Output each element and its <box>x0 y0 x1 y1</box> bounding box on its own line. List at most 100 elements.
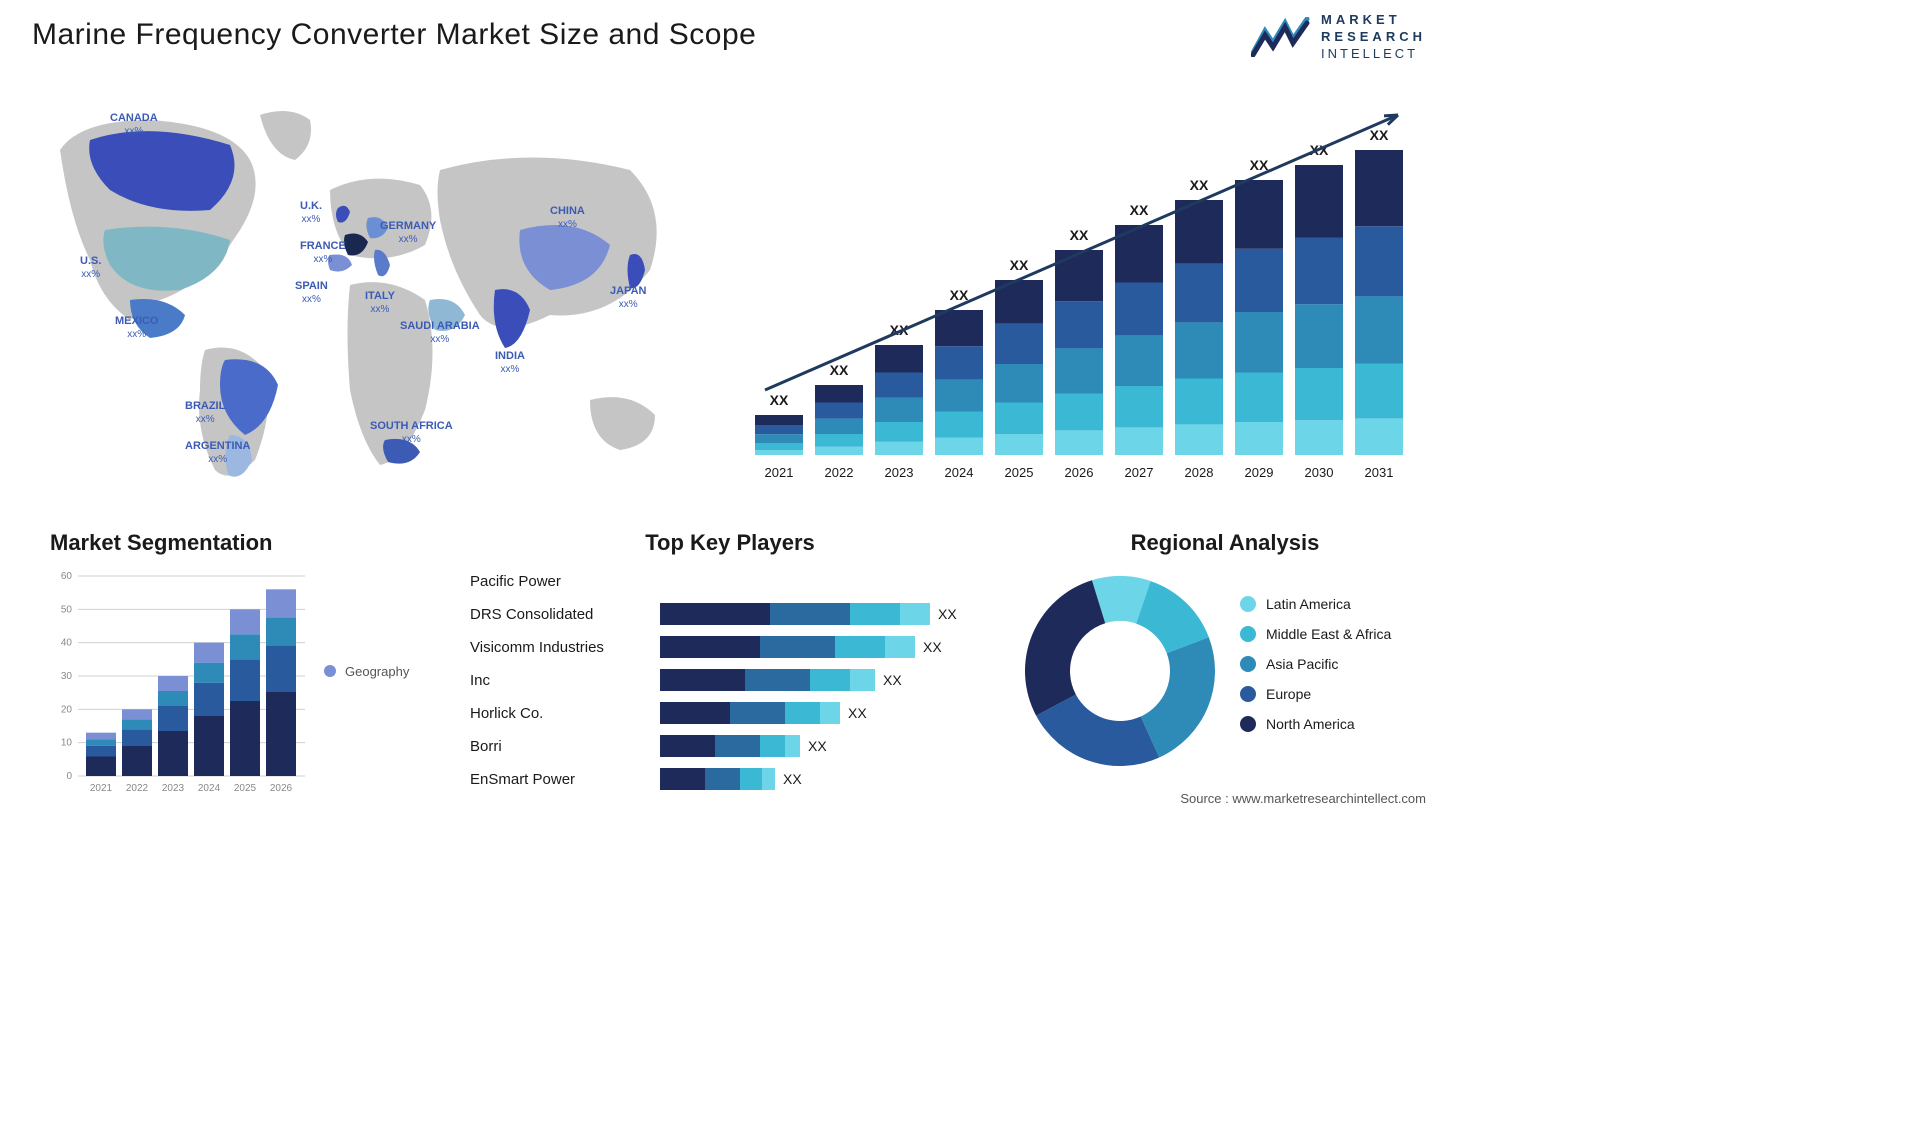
legend-label: North America <box>1266 716 1355 732</box>
logo-line2: RESEARCH <box>1321 29 1426 46</box>
player-bar <box>660 603 930 625</box>
player-row: Visicomm Industries XX <box>470 632 990 662</box>
map-label-brazil: BRAZILxx% <box>185 400 225 426</box>
svg-text:30: 30 <box>61 671 73 682</box>
map-label-france: FRANCExx% <box>300 240 346 266</box>
regional-section: Regional Analysis Latin America Middle Ea… <box>1020 530 1430 771</box>
player-row: DRS Consolidated XX <box>470 599 990 629</box>
svg-text:XX: XX <box>950 287 969 303</box>
player-value: XX <box>883 672 902 688</box>
svg-text:2026: 2026 <box>270 783 293 794</box>
map-label-canada: CANADAxx% <box>110 112 158 138</box>
logo-line1: MARKET <box>1321 12 1426 29</box>
player-name: DRS Consolidated <box>470 606 660 623</box>
svg-text:2031: 2031 <box>1365 465 1394 480</box>
map-label-india: INDIAxx% <box>495 350 525 376</box>
player-bar-wrap: XX <box>660 669 990 691</box>
svg-text:XX: XX <box>830 362 849 378</box>
svg-text:60: 60 <box>61 571 73 582</box>
legend-swatch <box>1240 596 1256 612</box>
player-bar-wrap: XX <box>660 702 990 724</box>
regional-legend: Latin America Middle East & Africa Asia Pa… <box>1240 596 1430 746</box>
legend-label: Asia Pacific <box>1266 656 1338 672</box>
player-bar <box>660 636 915 658</box>
player-bar-wrap: XX <box>660 636 990 658</box>
legend-label: Europe <box>1266 686 1311 702</box>
svg-text:XX: XX <box>1070 227 1089 243</box>
svg-text:2027: 2027 <box>1125 465 1154 480</box>
svg-text:XX: XX <box>1010 257 1029 273</box>
logo-icon <box>1251 17 1311 57</box>
map-label-italy: ITALYxx% <box>365 290 395 316</box>
segmentation-svg: 0 10 20 30 40 50 60 2021 2022 2023 2024 2025 2026 Geo… <box>50 571 430 801</box>
player-name: Horlick Co. <box>470 705 660 722</box>
svg-text:XX: XX <box>1130 202 1149 218</box>
svg-text:2030: 2030 <box>1305 465 1334 480</box>
player-value: XX <box>783 771 802 787</box>
player-name: Visicomm Industries <box>470 639 660 656</box>
svg-text:Geography: Geography <box>345 664 410 679</box>
map-label-mexico: MEXICOxx% <box>115 315 158 341</box>
player-name: Pacific Power <box>470 573 660 590</box>
player-value: XX <box>938 606 957 622</box>
player-value: XX <box>848 705 867 721</box>
player-bar <box>660 735 800 757</box>
segmentation-title: Market Segmentation <box>50 530 430 556</box>
player-bar <box>660 669 875 691</box>
svg-text:40: 40 <box>61 638 73 649</box>
svg-text:10: 10 <box>61 738 73 749</box>
svg-text:XX: XX <box>770 392 789 408</box>
svg-text:2022: 2022 <box>825 465 854 480</box>
svg-text:2022: 2022 <box>126 783 149 794</box>
player-bar <box>660 702 840 724</box>
svg-text:50: 50 <box>61 604 73 615</box>
players-section: Top Key Players Pacific Power DRS Consoli… <box>470 530 990 797</box>
players-list: Pacific PowerDRS ConsolidatedXXVisicomm … <box>470 566 990 794</box>
player-row: Horlick Co. XX <box>470 698 990 728</box>
svg-text:2029: 2029 <box>1245 465 1274 480</box>
map-label-argentina: ARGENTINAxx% <box>185 440 250 466</box>
regional-legend-item: Latin America <box>1240 596 1430 612</box>
svg-text:2026: 2026 <box>1065 465 1094 480</box>
world-map-svg <box>30 90 680 490</box>
segmentation-section: Market Segmentation 0 10 20 30 40 50 60 2021 202… <box>50 530 430 801</box>
map-label-south-africa: SOUTH AFRICAxx% <box>370 420 453 446</box>
player-bar-wrap: XX <box>660 735 990 757</box>
player-bar <box>660 768 775 790</box>
map-label-saudi-arabia: SAUDI ARABIAxx% <box>400 320 480 346</box>
svg-text:2024: 2024 <box>198 783 221 794</box>
players-title: Top Key Players <box>470 530 990 556</box>
map-label-u-s-: U.S.xx% <box>80 255 101 281</box>
regional-legend-item: Europe <box>1240 686 1430 702</box>
legend-swatch <box>1240 626 1256 642</box>
svg-text:2021: 2021 <box>90 783 113 794</box>
svg-text:2023: 2023 <box>162 783 185 794</box>
regional-legend-item: Asia Pacific <box>1240 656 1430 672</box>
legend-label: Middle East & Africa <box>1266 626 1391 642</box>
player-row: BorriXX <box>470 731 990 761</box>
page-title: Marine Frequency Converter Market Size a… <box>32 18 756 52</box>
svg-text:XX: XX <box>1370 127 1389 143</box>
player-row: EnSmart PowerXX <box>470 764 990 794</box>
regional-donut <box>1020 571 1220 771</box>
svg-text:2024: 2024 <box>945 465 974 480</box>
legend-swatch <box>1240 686 1256 702</box>
player-name: Inc <box>470 672 660 689</box>
regional-legend-item: Middle East & Africa <box>1240 626 1430 642</box>
svg-text:XX: XX <box>1250 157 1269 173</box>
svg-text:0: 0 <box>66 771 72 782</box>
svg-text:XX: XX <box>1190 177 1209 193</box>
player-bar-wrap: XX <box>660 603 990 625</box>
legend-swatch <box>1240 656 1256 672</box>
map-label-japan: JAPANxx% <box>610 285 646 311</box>
brand-logo: MARKET RESEARCH INTELLECT <box>1251 12 1426 63</box>
player-bar-wrap: XX <box>660 768 990 790</box>
map-label-germany: GERMANYxx% <box>380 220 436 246</box>
svg-text:20: 20 <box>61 704 73 715</box>
svg-text:2023: 2023 <box>885 465 914 480</box>
regional-title: Regional Analysis <box>1020 530 1430 556</box>
player-value: XX <box>923 639 942 655</box>
svg-text:2025: 2025 <box>1005 465 1034 480</box>
svg-text:2025: 2025 <box>234 783 257 794</box>
legend-label: Latin America <box>1266 596 1351 612</box>
